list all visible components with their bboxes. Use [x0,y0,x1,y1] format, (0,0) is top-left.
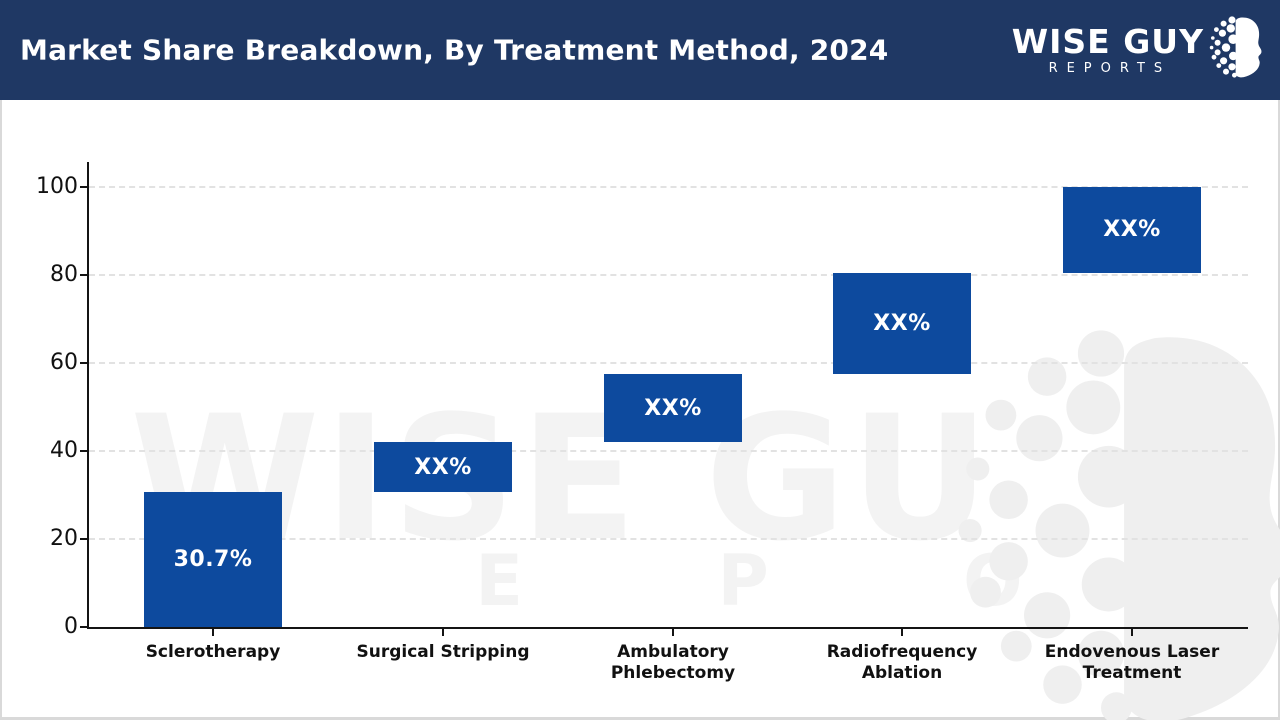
category-label: Ambulatory Phlebectomy [610,642,736,683]
brand-subname: REPORTS [1048,60,1172,76]
x-tick [212,628,214,636]
header-band: Market Share Breakdown, By Treatment Met… [0,0,1280,100]
bar-segment: XX% [604,374,742,443]
y-tick [80,450,89,452]
brand-logo: WISE GUY REPORTS [1012,0,1268,100]
gridline [89,450,1248,452]
x-axis [87,627,1248,629]
bar-value-label: XX% [873,310,931,336]
x-tick [672,628,674,636]
category-label: Surgical Stripping [356,642,530,662]
y-tick-label: 100 [36,174,78,199]
gridline [89,274,1248,276]
bar-segment: XX% [374,442,512,492]
chart-area: WISE GU R E P O R T S 02040608010030.7%X… [0,100,1280,720]
y-tick [80,362,89,364]
category-label: Sclerotherapy [145,642,281,662]
page-title: Market Share Breakdown, By Treatment Met… [20,33,889,67]
x-tick [901,628,903,636]
y-tick [80,538,89,540]
gridline [89,538,1248,540]
category-label: Radiofrequency Ablation [826,642,978,683]
y-tick-label: 60 [50,350,78,375]
bar-segment: XX% [1063,187,1201,273]
y-tick [80,274,89,276]
y-tick-label: 80 [50,262,78,287]
bar-segment: XX% [833,272,971,374]
bar-value-label: XX% [414,454,472,480]
bar-value-label: 30.7% [173,546,253,572]
wise-guy-face-icon [1208,9,1268,91]
y-tick-label: 0 [64,614,78,639]
brand-name: WISE GUY [1011,21,1204,61]
y-tick [80,186,89,188]
bar-segment: 30.7% [144,491,282,627]
gridline [89,362,1248,364]
category-label: Endovenous Laser Treatment [1044,642,1220,683]
gridline [89,186,1248,188]
y-tick-label: 40 [50,438,78,463]
bar-value-label: XX% [1103,217,1161,243]
y-tick [80,626,89,628]
brand-logo-text: WISE GUY REPORTS [1011,21,1204,76]
x-tick [442,628,444,636]
y-tick-label: 20 [50,526,78,551]
x-tick [1131,628,1133,636]
bar-value-label: XX% [644,395,702,421]
y-axis [87,162,89,629]
